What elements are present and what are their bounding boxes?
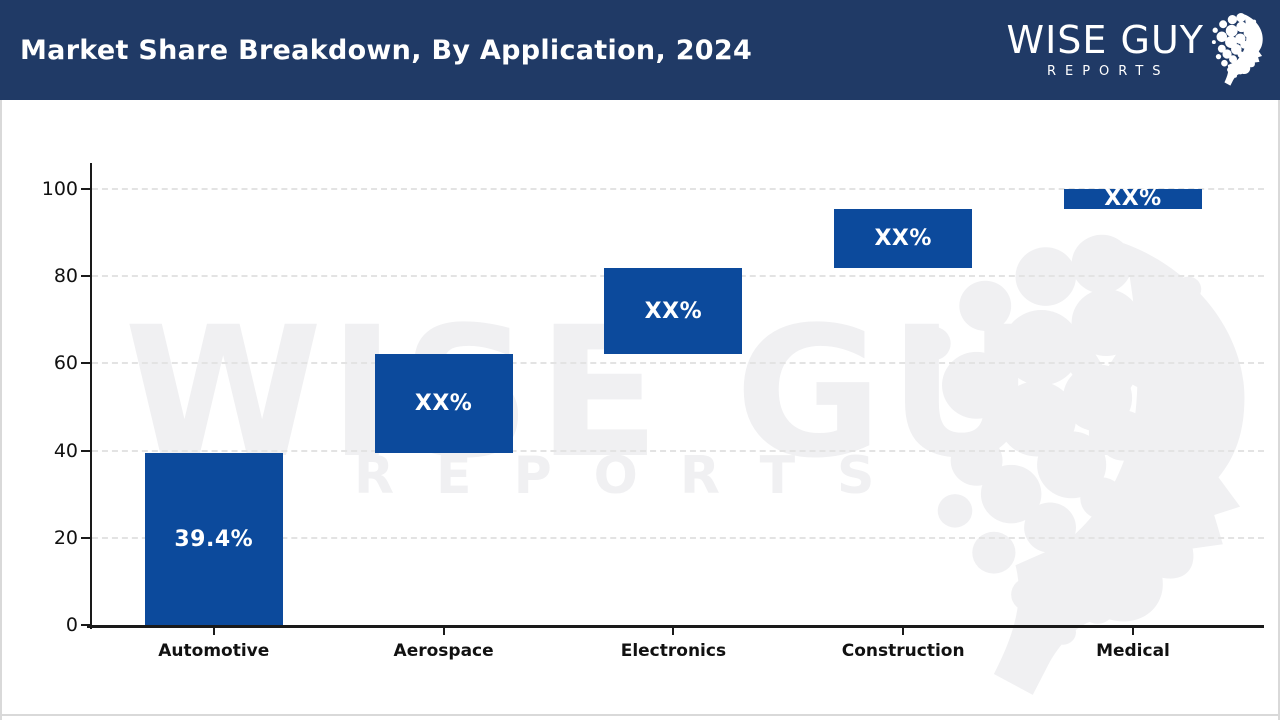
bar-value-label: XX% (1104, 186, 1162, 212)
bottom-border (2, 714, 1278, 716)
gridline (92, 536, 1264, 539)
gridline (92, 449, 1264, 452)
bar-construction: XX% (834, 208, 973, 269)
bar-automotive: 39.4% (144, 453, 283, 625)
wiseguy-face-icon (1211, 13, 1263, 86)
y-tick-label: 100 (41, 178, 78, 200)
header-bar: Market Share Breakdown, By Application, … (0, 0, 1280, 100)
wiseguy-logo: WISE GUY REPORTS (1007, 4, 1268, 96)
bar-value-label: 39.4% (174, 526, 254, 552)
x-axis-label-medical: Medical (1096, 641, 1170, 661)
x-axis-line (87, 625, 1264, 628)
x-axis-label-automotive: Automotive (158, 641, 270, 661)
gridline (92, 362, 1264, 365)
bar-electronics: XX% (604, 268, 743, 354)
bar-value-label: XX% (644, 298, 703, 324)
y-tick-label: 60 (53, 352, 78, 375)
y-tick (81, 536, 90, 539)
y-axis-line (90, 163, 92, 629)
y-tick (81, 275, 90, 278)
logo-subtitle: REPORTS (1046, 63, 1170, 79)
bar-medical: XX% (1063, 186, 1202, 212)
y-tick (81, 188, 90, 190)
x-axis-label-construction: Construction (841, 641, 965, 661)
logo-name: WISE GUY (1006, 18, 1204, 63)
x-axis-label-aerospace: Aerospace (393, 641, 494, 661)
x-tick (442, 628, 445, 635)
y-tick-label: 40 (53, 439, 78, 462)
logo-text: WISE GUY REPORTS (1006, 18, 1204, 79)
x-tick (1131, 628, 1134, 635)
gridline (92, 188, 1264, 190)
bar-value-label: XX% (874, 225, 932, 251)
y-tick-label: 20 (53, 526, 78, 549)
y-tick (81, 449, 90, 452)
x-tick (902, 628, 905, 635)
plot-area: 0 20 40 60 80 100 39.4% Automotive XX% Aerospace X… (2, 100, 1280, 720)
x-axis-label-electronics: Electronics (620, 641, 727, 661)
y-tick (81, 624, 90, 626)
y-tick-label: 0 (65, 614, 78, 636)
market-share-chart: WISE GUY REPORTS 0 20 40 60 80 100 39.4% Automo… (0, 100, 1280, 720)
y-tick-label: 80 (53, 265, 78, 288)
bar-aerospace: XX% (374, 353, 513, 454)
watermark-subtext: REPORTS (354, 446, 917, 506)
x-tick (212, 628, 215, 635)
y-tick (81, 362, 90, 365)
page-title: Market Share Breakdown, By Application, … (20, 34, 753, 66)
bar-value-label: XX% (414, 391, 473, 416)
x-tick (672, 628, 675, 635)
